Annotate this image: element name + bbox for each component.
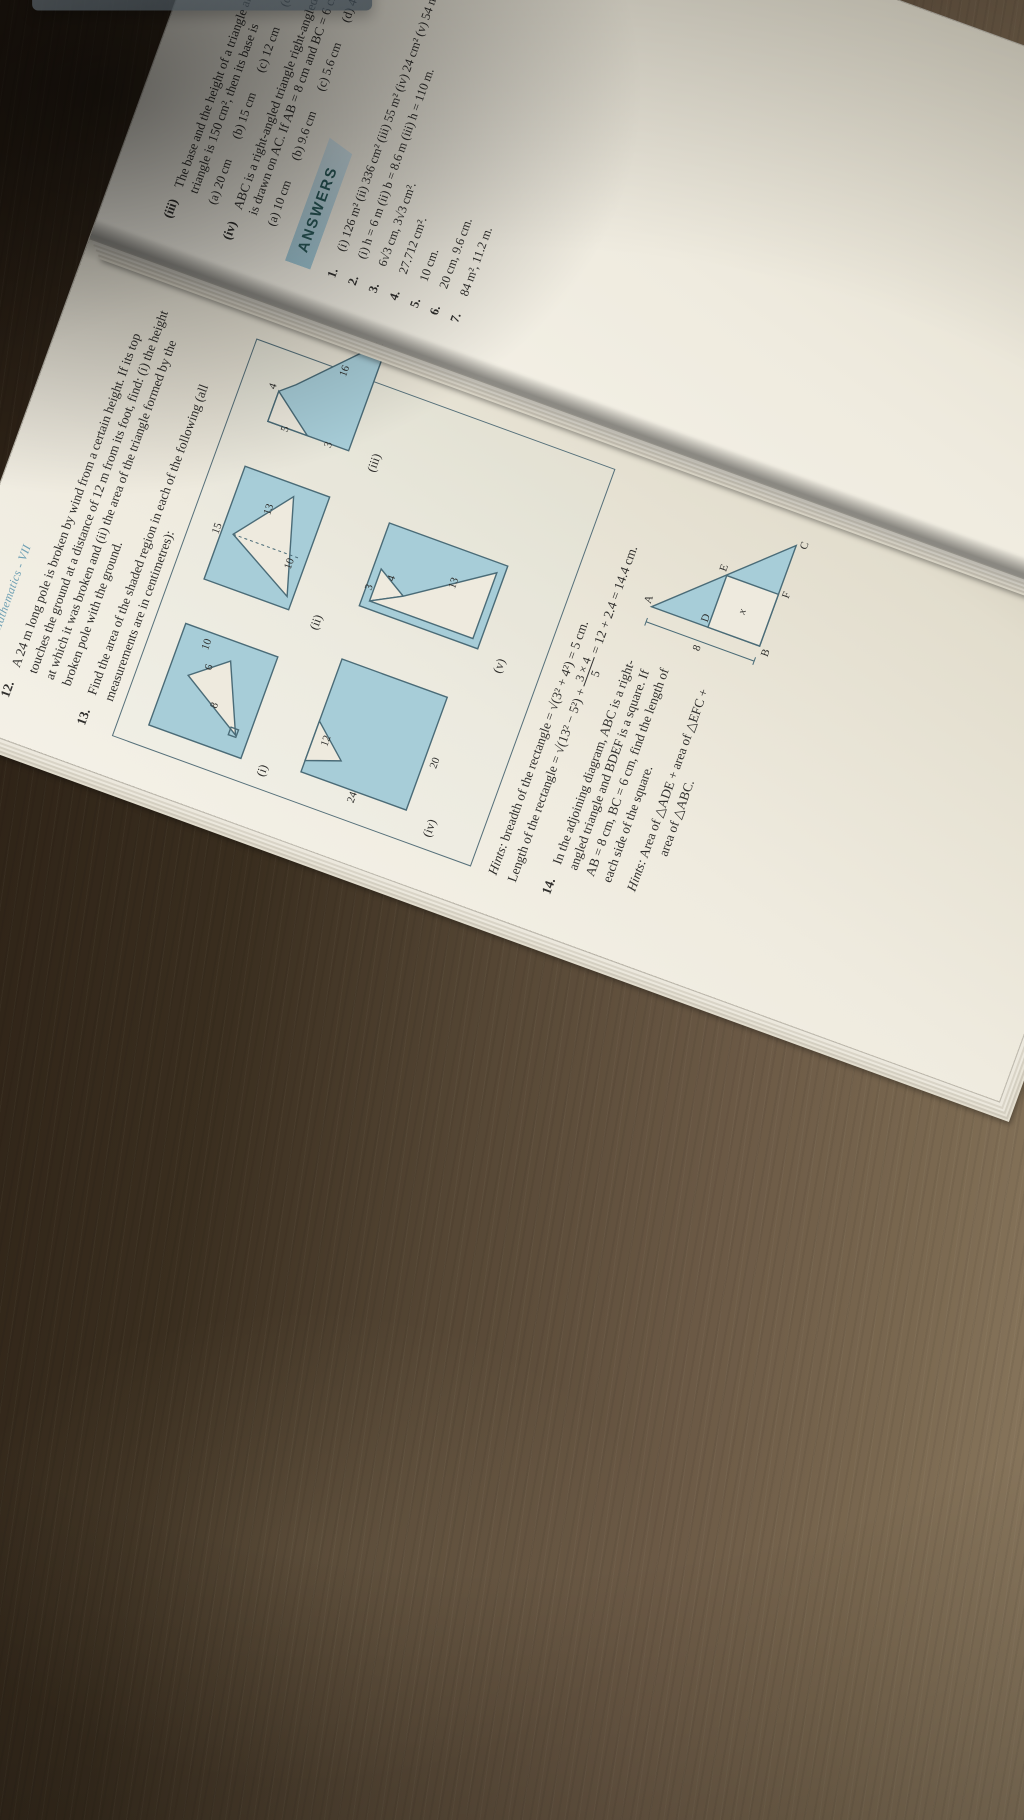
q14-F: F: [780, 590, 793, 600]
figure-q14: 8 A B C D E F x: [632, 493, 813, 677]
q14-E: E: [717, 562, 731, 573]
answers-list: 1.(i) 126 m² (ii) 336 cm² (iii) 55 m² (i…: [322, 0, 612, 326]
q14-eight: 8: [690, 643, 703, 653]
q13-number: 13.: [73, 701, 114, 734]
mcq-iv-num: (iv): [219, 216, 257, 248]
figure-v: 3 4 13 (v): [342, 504, 545, 676]
q14-C: C: [797, 540, 811, 551]
figure-iv: 24 12 20 (iv): [282, 643, 486, 840]
background-object: [32, 0, 372, 11]
q14-B: B: [758, 647, 772, 658]
fig-iii-dim-b: 4: [267, 381, 280, 391]
hint2-label: Hints:: [624, 857, 649, 893]
fig-iv-dim-c: 20: [427, 755, 442, 770]
q14-A: A: [642, 593, 656, 605]
figure-ii: 15 13 10 (ii): [189, 453, 369, 633]
mcq-iii-num: (iii): [160, 194, 198, 226]
figure-i: 8 6 10 (i): [136, 611, 312, 779]
